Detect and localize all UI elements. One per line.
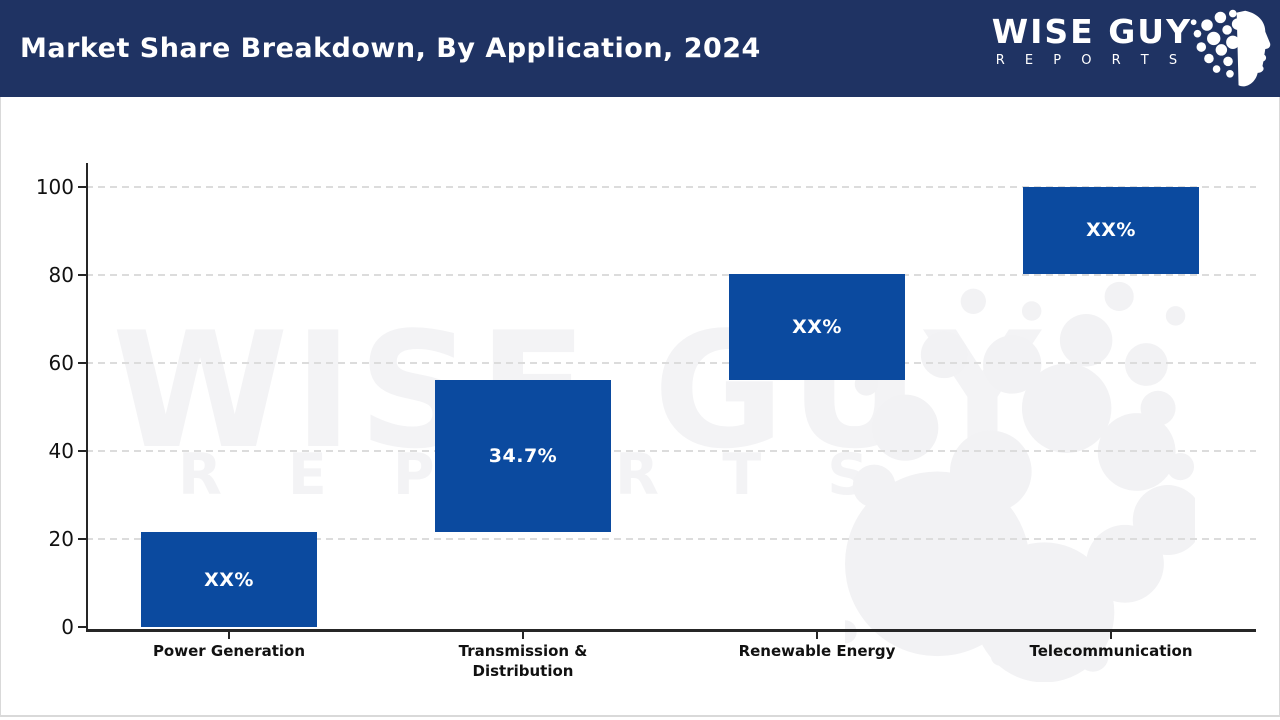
bar-telecommunication: XX%	[1023, 187, 1199, 274]
x-axis-label-transmission-distribution: Transmission & Distribution	[458, 642, 588, 680]
bar-renewable-energy: XX%	[729, 273, 905, 380]
bar-value-label: XX%	[1086, 219, 1136, 242]
y-tick-label: 40	[48, 439, 74, 463]
y-axis-line	[86, 163, 88, 631]
gridline	[86, 274, 1256, 276]
y-tick-label: 20	[48, 527, 74, 551]
x-axis-label-telecommunication: Telecommunication	[1029, 642, 1193, 660]
bar-power-generation: XX%	[141, 532, 317, 627]
page-left-rule	[0, 97, 1, 717]
x-tick-mark	[1110, 631, 1112, 639]
y-tick-label: 100	[35, 175, 74, 199]
header: Market Share Breakdown, By Application, …	[0, 0, 1280, 97]
y-tick-mark	[78, 626, 86, 628]
bar-value-label: XX%	[792, 315, 842, 338]
gridline	[86, 450, 1256, 452]
brand-logo-name: WISE GUY	[991, 12, 1192, 51]
page-bottom-rule	[0, 715, 1280, 717]
bar-value-label: 34.7%	[488, 445, 558, 468]
gridline	[86, 186, 1256, 188]
y-tick-mark	[78, 274, 86, 276]
y-tick-label: 60	[48, 351, 74, 375]
y-tick-mark	[78, 186, 86, 188]
brand-logo: WISE GUY R E P O R T S	[991, 12, 1192, 69]
page-title: Market Share Breakdown, By Application, …	[20, 33, 761, 64]
y-tick-label: 80	[48, 263, 74, 287]
brand-logo-subtitle: R E P O R T S	[995, 53, 1186, 68]
gridline	[86, 362, 1256, 364]
x-axis-line	[86, 629, 1256, 632]
gridline	[86, 538, 1256, 540]
y-tick-mark	[78, 538, 86, 540]
x-tick-mark	[228, 631, 230, 639]
x-tick-mark	[522, 631, 524, 639]
y-tick-mark	[78, 450, 86, 452]
brand-head-icon	[1190, 9, 1271, 87]
x-axis-label-power-generation: Power Generation	[152, 642, 306, 660]
x-tick-mark	[816, 631, 818, 639]
x-axis-label-renewable-energy: Renewable Energy	[738, 642, 896, 660]
bar-value-label: XX%	[204, 568, 254, 591]
y-tick-mark	[78, 362, 86, 364]
bar-transmission-distribution: 34.7%	[435, 379, 611, 533]
y-tick-label: 0	[61, 615, 74, 639]
